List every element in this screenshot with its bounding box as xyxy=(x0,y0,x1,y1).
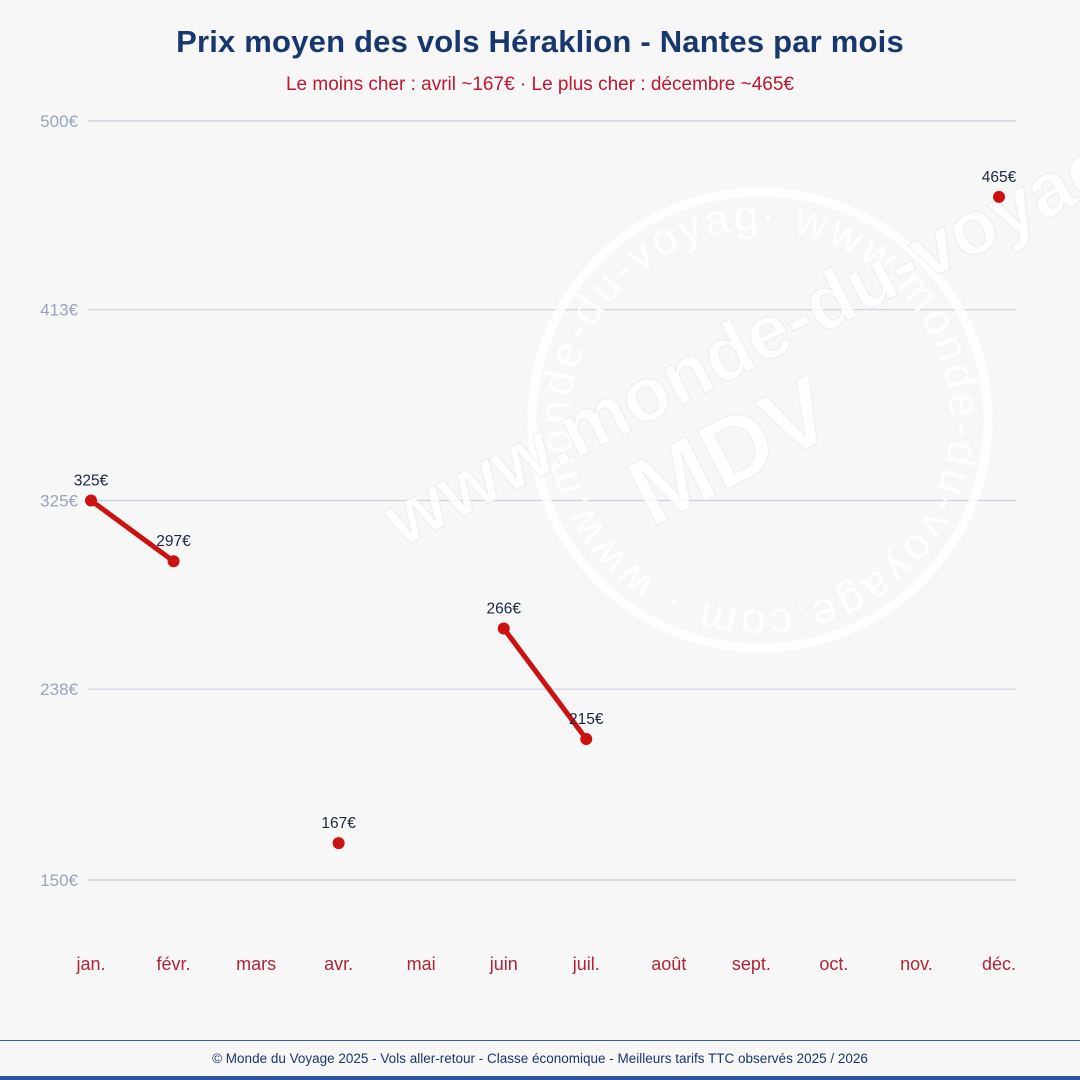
x-axis-label: déc. xyxy=(982,954,1016,974)
gridlines: 150€ 238€ 325€ 413€ 500€ xyxy=(40,112,1016,890)
data-point-label: 297€ xyxy=(156,533,191,550)
series-segment xyxy=(88,498,177,564)
data-point-label: 325€ xyxy=(74,473,109,490)
chart-title: Prix moyen des vols Héraklion - Nantes p… xyxy=(176,24,904,59)
y-axis-label: 325€ xyxy=(40,492,78,511)
x-axis-label: jan. xyxy=(75,954,105,974)
x-axis-label: juil. xyxy=(572,954,600,974)
y-axis-label: 238€ xyxy=(40,680,78,699)
data-point-label: 266€ xyxy=(486,600,521,617)
footer-text: © Monde du Voyage 2025 - Vols aller-reto… xyxy=(212,1051,868,1066)
x-axis: jan. févr. mars avr. mai juin juil. août sept. oc… xyxy=(75,954,1016,974)
y-axis-label: 150€ xyxy=(40,871,78,890)
x-axis-label: févr. xyxy=(157,954,191,974)
data-point xyxy=(497,622,510,635)
data-point xyxy=(167,555,180,568)
data-point xyxy=(993,190,1005,203)
footer: © Monde du Voyage 2025 - Vols aller-reto… xyxy=(0,1040,1080,1066)
watermark-circle xyxy=(527,187,993,653)
price-series: 325€ 297€ 167€ 266€ 215€ 465€ xyxy=(74,169,1017,850)
chart-subtitle: Le moins cher : avril ~167€ · Le plus ch… xyxy=(285,74,794,95)
x-axis-label: sept. xyxy=(732,954,771,974)
data-point-label: 465€ xyxy=(982,169,1017,186)
x-axis-label: mars xyxy=(236,954,276,974)
x-axis-label: mai xyxy=(407,954,436,974)
bottom-bar xyxy=(0,1076,1080,1080)
x-axis-label: août xyxy=(651,954,686,974)
x-axis-label: juin xyxy=(489,954,518,974)
data-point xyxy=(580,733,593,746)
data-point xyxy=(85,494,97,507)
x-axis-label: oct. xyxy=(819,954,848,974)
x-axis-label: avr. xyxy=(324,954,353,974)
series-segment xyxy=(501,625,589,742)
y-axis-label: 413€ xyxy=(40,301,78,320)
x-axis-label: nov. xyxy=(900,954,933,974)
data-point-label: 167€ xyxy=(321,815,356,832)
data-point xyxy=(332,837,345,850)
y-axis-label: 500€ xyxy=(40,112,78,131)
data-point-label: 215€ xyxy=(569,711,604,728)
